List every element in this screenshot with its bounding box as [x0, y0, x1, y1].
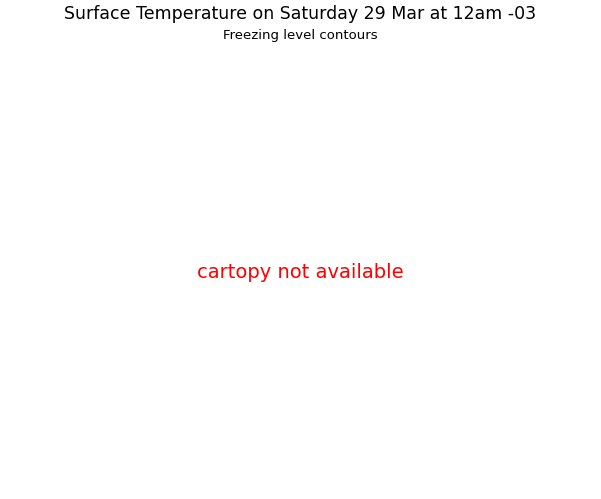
Text: Surface Temperature on Saturday 29 Mar at 12am -03: Surface Temperature on Saturday 29 Mar a…: [64, 5, 537, 23]
Text: cartopy not available: cartopy not available: [197, 263, 404, 282]
Text: Freezing level contours: Freezing level contours: [223, 29, 378, 42]
